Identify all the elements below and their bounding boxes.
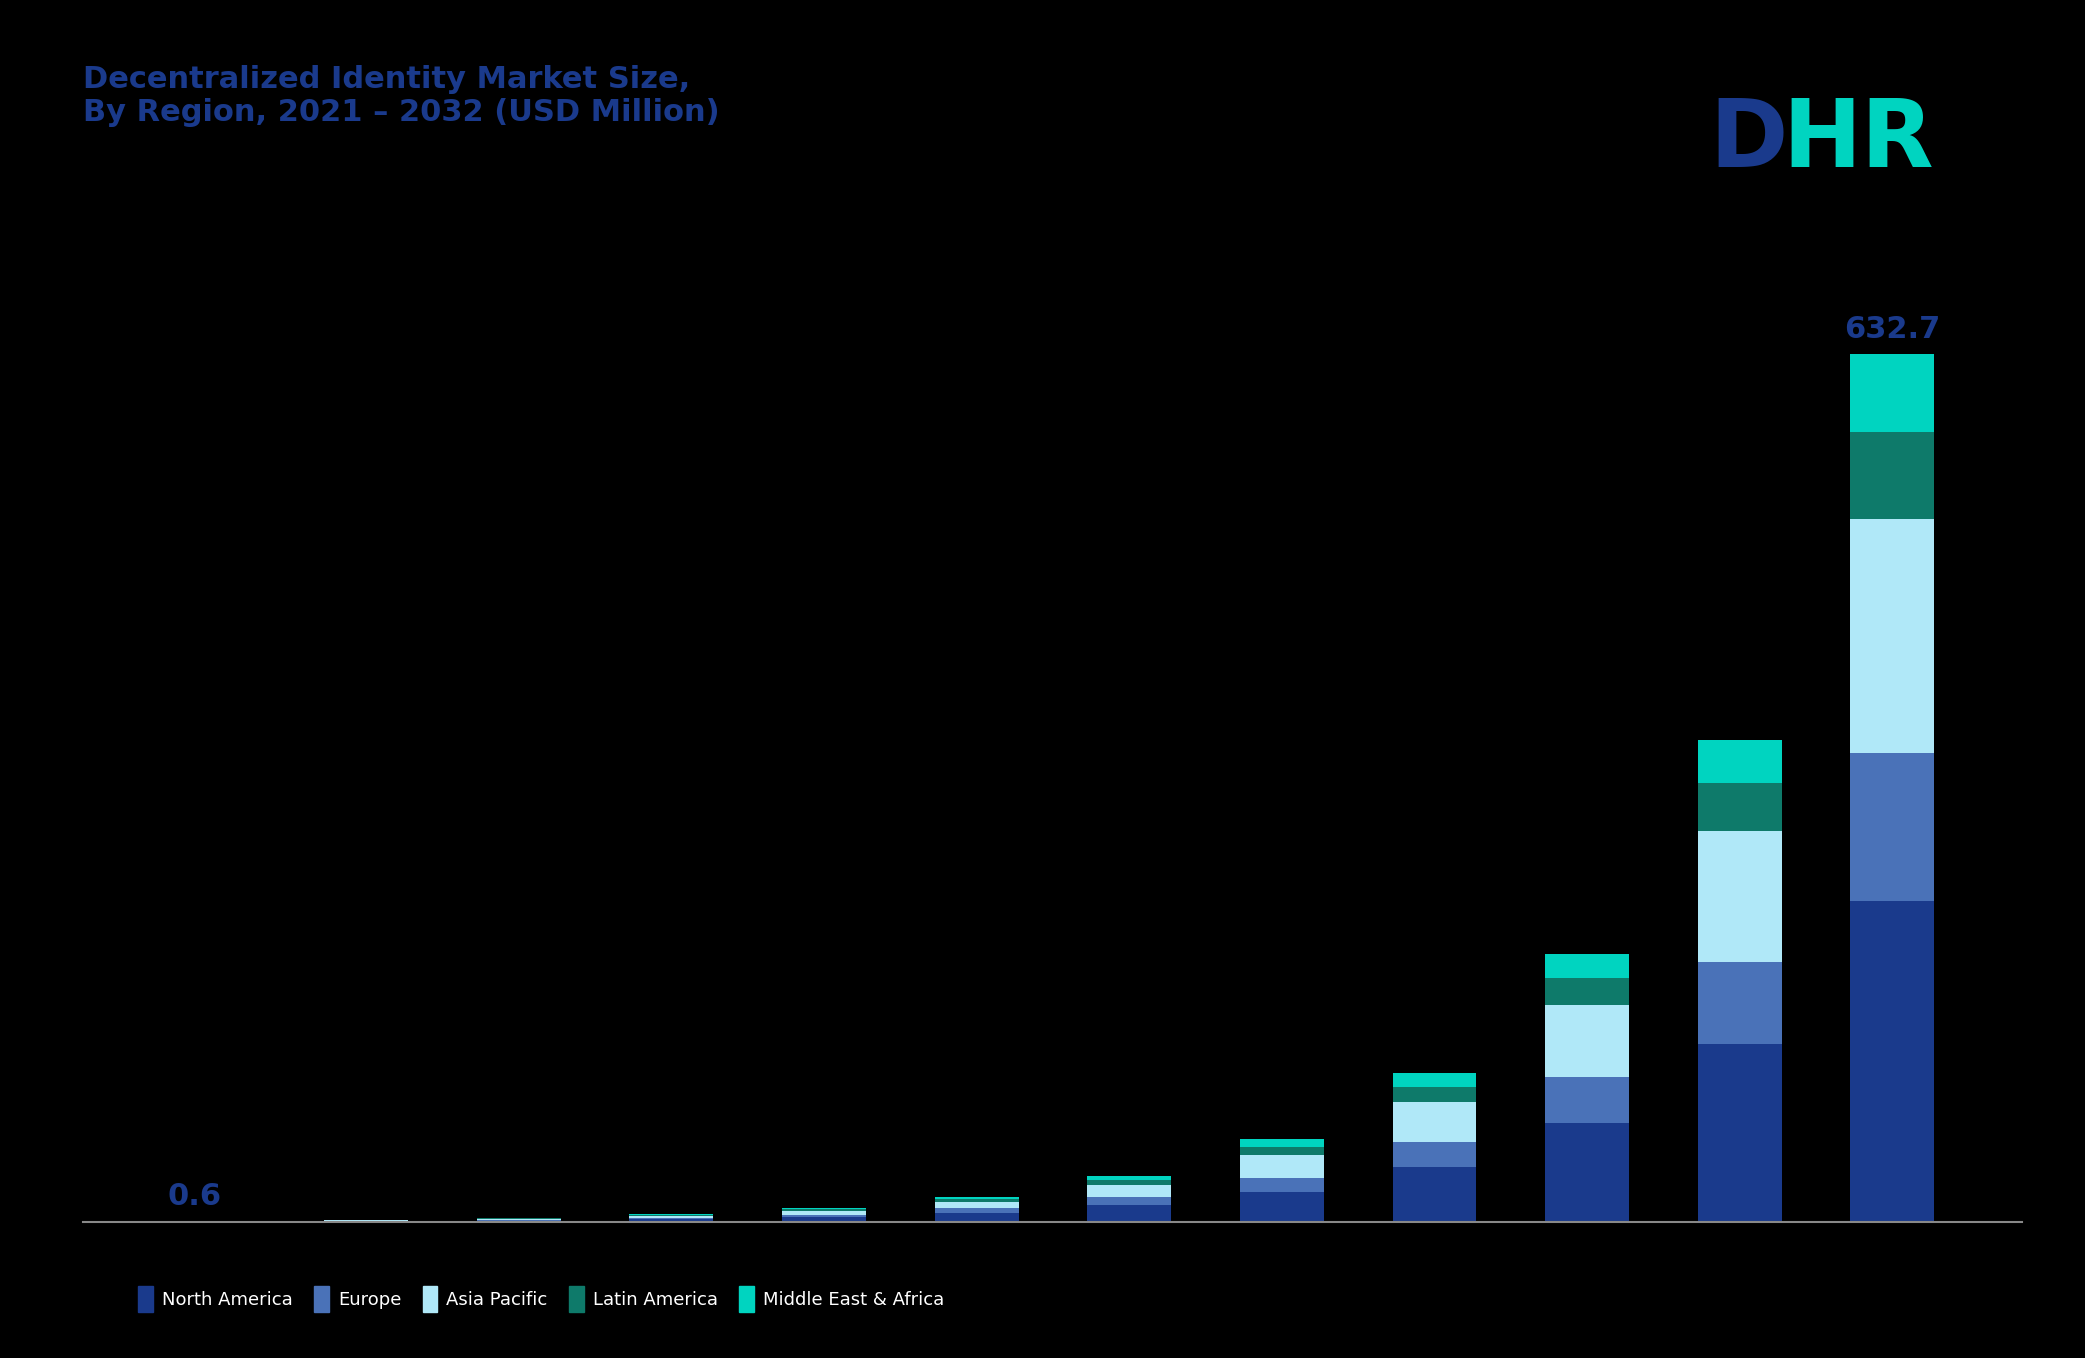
Text: 632.7: 632.7 bbox=[1845, 315, 1941, 344]
Bar bbox=[1393, 1073, 1476, 1086]
Bar bbox=[934, 1213, 1020, 1222]
Bar bbox=[1393, 1086, 1476, 1101]
Bar bbox=[782, 1217, 865, 1222]
Bar bbox=[630, 1215, 713, 1218]
Bar bbox=[1697, 1044, 1783, 1222]
Bar bbox=[782, 1209, 865, 1211]
Bar bbox=[630, 1219, 713, 1222]
Bar bbox=[1086, 1186, 1172, 1198]
Bar bbox=[1849, 900, 1935, 1222]
Text: D: D bbox=[1710, 95, 1789, 187]
Bar bbox=[1241, 1177, 1324, 1191]
Bar bbox=[1545, 955, 1628, 978]
Bar bbox=[1086, 1180, 1172, 1186]
Bar bbox=[1086, 1205, 1172, 1222]
Bar bbox=[1849, 432, 1935, 519]
Bar bbox=[1697, 784, 1783, 831]
Bar bbox=[1393, 1142, 1476, 1167]
Bar bbox=[1241, 1191, 1324, 1222]
Bar bbox=[1393, 1167, 1476, 1222]
Bar bbox=[1849, 354, 1935, 432]
Bar bbox=[1241, 1148, 1324, 1156]
Bar bbox=[934, 1209, 1020, 1213]
Text: 0.6: 0.6 bbox=[167, 1181, 221, 1211]
Bar bbox=[782, 1214, 865, 1217]
Text: HR: HR bbox=[1783, 95, 1935, 187]
Bar bbox=[1545, 978, 1628, 1005]
Bar bbox=[934, 1199, 1020, 1202]
Legend: North America, Europe, Asia Pacific, Latin America, Middle East & Africa: North America, Europe, Asia Pacific, Lat… bbox=[131, 1279, 951, 1319]
Bar bbox=[1849, 519, 1935, 754]
Bar bbox=[1241, 1156, 1324, 1177]
Bar bbox=[782, 1211, 865, 1214]
Bar bbox=[1545, 1123, 1628, 1222]
Bar bbox=[1241, 1139, 1324, 1148]
Bar bbox=[1545, 1005, 1628, 1077]
Bar bbox=[1393, 1101, 1476, 1142]
Bar bbox=[1697, 831, 1783, 961]
Bar bbox=[1086, 1198, 1172, 1205]
Bar bbox=[477, 1221, 561, 1222]
Bar bbox=[934, 1202, 1020, 1209]
Bar bbox=[1697, 740, 1783, 784]
Bar bbox=[1086, 1176, 1172, 1180]
Text: Decentralized Identity Market Size,
By Region, 2021 – 2032 (USD Million): Decentralized Identity Market Size, By R… bbox=[83, 65, 719, 128]
Bar bbox=[1849, 754, 1935, 900]
Bar bbox=[934, 1196, 1020, 1199]
Bar bbox=[1545, 1077, 1628, 1123]
Bar bbox=[1697, 961, 1783, 1044]
